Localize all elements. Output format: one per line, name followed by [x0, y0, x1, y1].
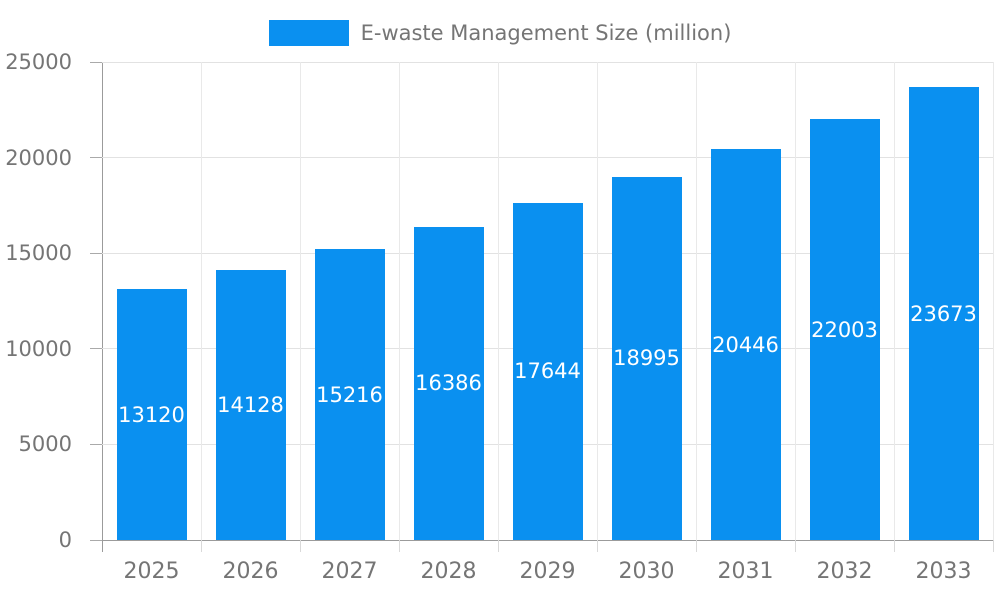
bar-2025: 13120 — [116, 289, 187, 540]
y-axis-tick — [90, 157, 102, 159]
bar-value-label: 20446 — [712, 332, 779, 357]
x-axis-tick — [596, 540, 598, 552]
x-axis-line — [102, 540, 993, 541]
legend: E-waste Management Size (million) — [0, 20, 1000, 46]
bar-2029: 17644 — [512, 202, 583, 540]
y-axis-tick — [90, 348, 102, 350]
y-axis-tick-label: 25000 — [5, 50, 72, 74]
y-axis-tick-label: 20000 — [5, 145, 72, 170]
bar-2026: 14128 — [215, 269, 286, 540]
x-axis-tick — [299, 540, 301, 552]
bar-value-label: 15216 — [316, 382, 383, 407]
x-axis-category-label: 2033 — [915, 559, 972, 584]
legend-label: E-waste Management Size (million) — [360, 21, 732, 45]
y-gridline — [102, 61, 993, 63]
y-axis-tick — [90, 443, 102, 445]
bar-value-label: 14128 — [217, 392, 284, 417]
x-gridline — [893, 62, 895, 540]
bar-value-label: 17644 — [514, 359, 581, 384]
bar-value-label: 13120 — [118, 402, 185, 427]
bar-value-label: 22003 — [811, 317, 878, 342]
bar-value-label: 18995 — [613, 346, 680, 371]
x-axis-tick — [497, 540, 499, 552]
x-axis-tick — [695, 540, 697, 552]
legend-swatch — [268, 20, 349, 46]
x-gridline — [695, 62, 697, 540]
y-axis-tick-label: 0 — [58, 528, 72, 552]
x-axis-category-label: 2026 — [222, 559, 279, 584]
x-axis-tick — [398, 540, 400, 552]
y-axis-tick — [90, 252, 102, 254]
x-gridline — [992, 62, 994, 540]
x-axis-category-label: 2027 — [321, 559, 378, 584]
y-axis-tick — [90, 61, 102, 63]
x-axis-tick — [992, 540, 994, 552]
x-axis-category-label: 2028 — [420, 559, 477, 584]
x-gridline — [299, 62, 301, 540]
x-gridline — [596, 62, 598, 540]
y-axis-tick-label: 5000 — [18, 432, 72, 457]
bar-2032: 22003 — [809, 119, 880, 540]
x-gridline — [398, 62, 400, 540]
bar-2031: 20446 — [710, 149, 781, 540]
x-axis-tick — [794, 540, 796, 552]
x-axis-tick — [893, 540, 895, 552]
x-gridline — [497, 62, 499, 540]
bar-2027: 15216 — [314, 249, 385, 540]
x-axis-tick — [200, 540, 202, 552]
bar-value-label: 16386 — [415, 371, 482, 396]
x-axis-category-label: 2032 — [816, 559, 873, 584]
y-axis-tick — [90, 539, 102, 541]
x-axis-category-label: 2025 — [123, 559, 180, 584]
bar-2033: 23673 — [908, 87, 979, 540]
bar-value-label: 23673 — [910, 301, 977, 326]
x-gridline — [200, 62, 202, 540]
y-axis-tick-label: 15000 — [5, 241, 72, 266]
y-axis-line — [102, 62, 103, 552]
bar-2030: 18995 — [611, 176, 682, 540]
plot-area: 13120 14128 15216 16386 17644 18995 20446 22003… — [102, 61, 994, 540]
x-axis-category-label: 2030 — [618, 559, 675, 584]
y-axis-tick-label: 10000 — [5, 336, 72, 361]
y-gridline — [102, 157, 993, 159]
x-gridline — [794, 62, 796, 540]
bar-2028: 16386 — [413, 226, 484, 540]
x-axis-category-label: 2029 — [519, 559, 576, 584]
x-axis-category-label: 2031 — [717, 559, 774, 584]
